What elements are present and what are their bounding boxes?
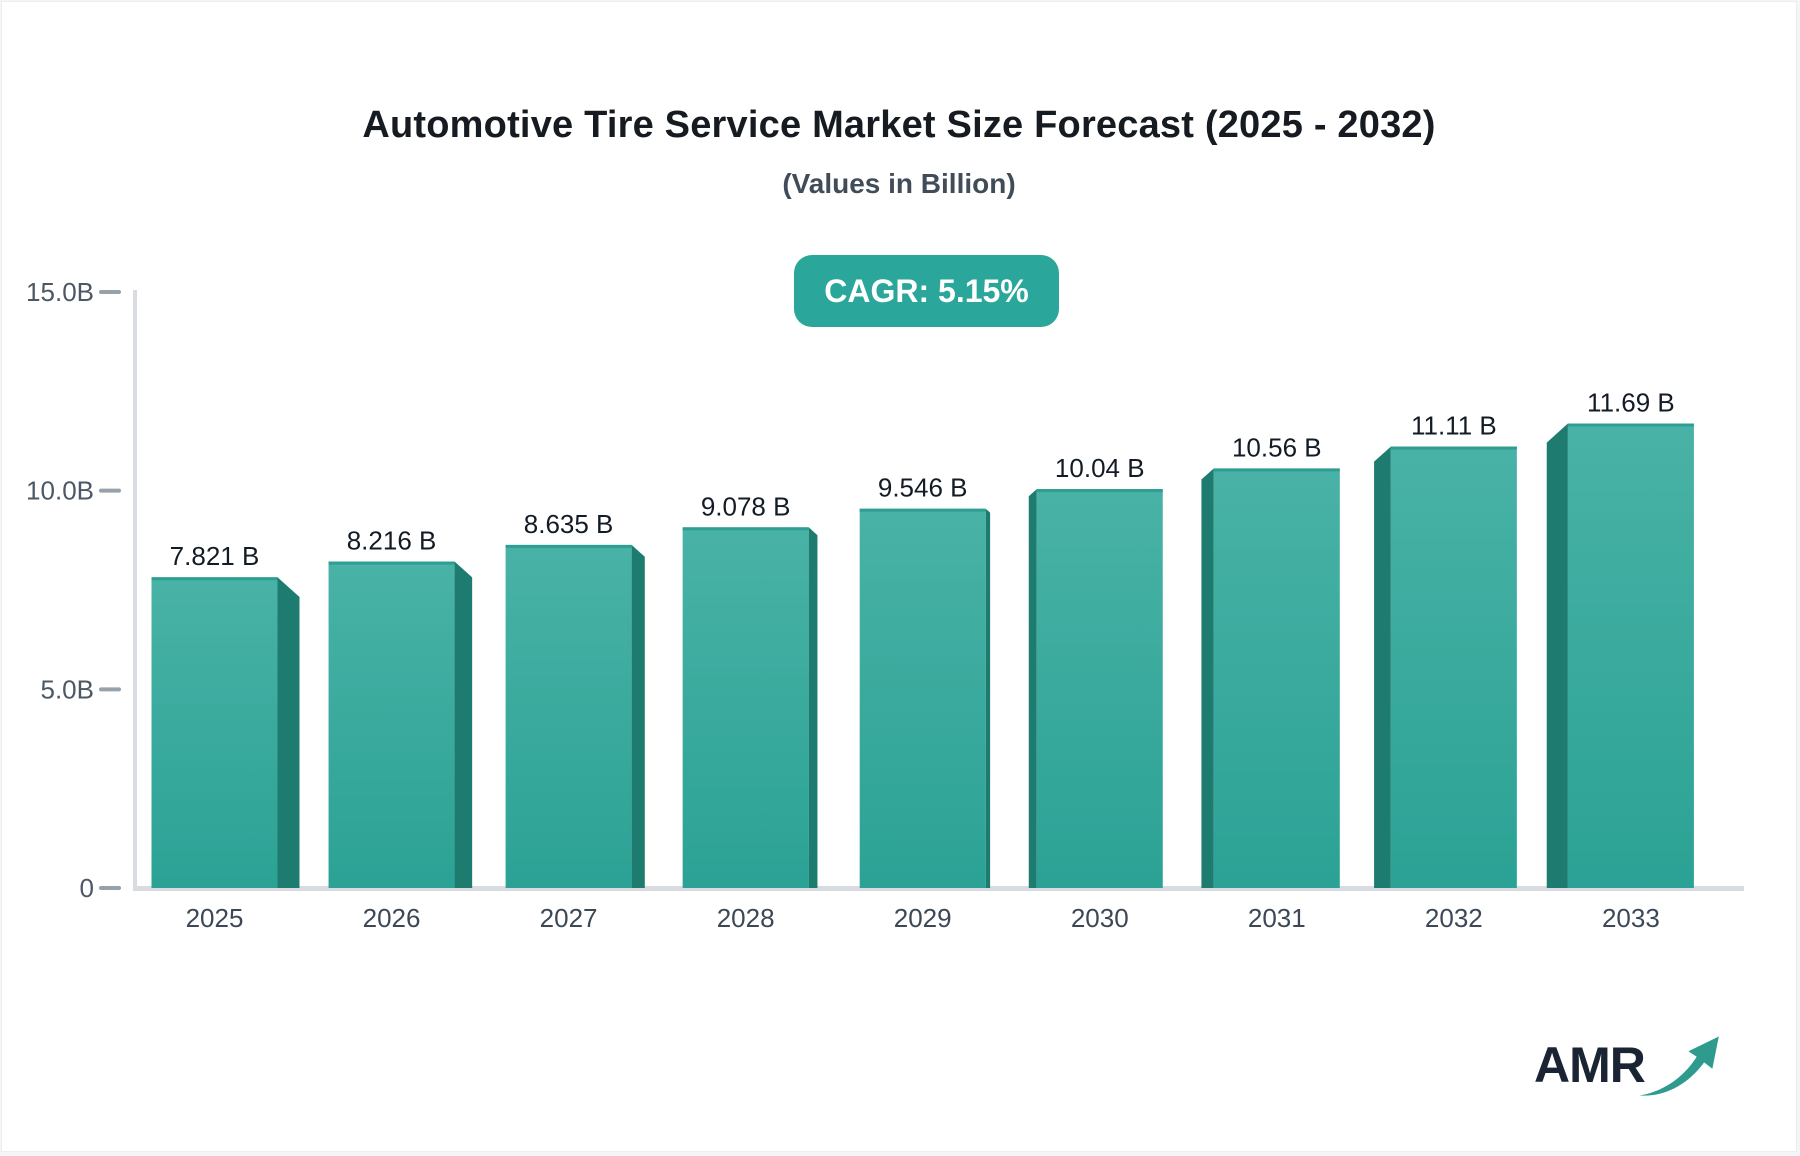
y-tick-dash [99, 886, 121, 890]
x-axis-label-2030: 2030 [1071, 903, 1129, 933]
x-axis-label-2025: 2025 [186, 903, 244, 933]
bar-value-label-2025: 7.821 B [170, 541, 260, 571]
bar-value-label-2027: 8.635 B [524, 509, 614, 539]
bar-side-face-2033 [1546, 423, 1568, 888]
bar-value-label-2026: 8.216 B [347, 526, 437, 556]
bar-top-edge-2030 [1036, 489, 1163, 493]
chart-subtitle: (Values in Billion) [782, 168, 1016, 199]
bar-side-face-2031 [1201, 468, 1214, 888]
bar-2031 [1213, 468, 1340, 888]
amr-logo-text: AMR [1534, 1037, 1646, 1093]
x-axis-label-2031: 2031 [1248, 903, 1306, 933]
chart-title: Automotive Tire Service Market Size Fore… [362, 104, 1436, 146]
bar-2029 [859, 508, 986, 888]
bar-top-edge-2026 [328, 561, 455, 565]
bar-top-edge-2031 [1213, 468, 1340, 472]
bar-top-edge-2027 [505, 544, 632, 548]
y-tick-label: 0 [80, 873, 94, 903]
bar-value-label-2031: 10.56 B [1232, 432, 1322, 462]
bar-2027 [505, 544, 632, 888]
y-tick-dash [99, 290, 121, 294]
bar-top-edge-2029 [859, 508, 986, 512]
bar-side-face-2029 [985, 508, 991, 888]
bar-2033 [1567, 423, 1694, 888]
bar-top-edge-2025 [151, 577, 278, 581]
bar-2030 [1036, 489, 1163, 888]
y-tick-label: 5.0B [41, 674, 95, 704]
x-axis-label-2027: 2027 [540, 903, 598, 933]
bar-top-edge-2033 [1567, 423, 1694, 427]
bar-2026 [328, 561, 455, 888]
y-tick-dash [99, 687, 121, 692]
cagr-badge: CAGR: 5.15% [794, 255, 1059, 327]
bar-side-face-2032 [1374, 446, 1391, 888]
x-axis-label-2029: 2029 [894, 903, 952, 933]
amr-logo: AMR [1534, 1036, 1734, 1116]
bar-top-edge-2028 [682, 527, 809, 531]
y-axis-line [133, 290, 137, 890]
y-tick-label: 10.0B [26, 476, 94, 506]
y-tick-dash [99, 488, 121, 493]
bar-value-label-2033: 11.69 B [1587, 388, 1675, 418]
bar-value-label-2032: 11.11 B [1411, 411, 1497, 441]
x-axis-label-2028: 2028 [717, 903, 775, 933]
bar-2025 [151, 577, 278, 888]
y-tick-label: 15.0B [26, 277, 94, 307]
bar-value-label-2028: 9.078 B [701, 491, 791, 521]
x-axis-line [133, 886, 1744, 891]
bar-side-face-2028 [808, 527, 818, 888]
bar-top-edge-2032 [1390, 446, 1517, 450]
x-axis-label-2026: 2026 [363, 903, 421, 933]
bar-2032 [1390, 446, 1517, 888]
x-axis-label-2033: 2033 [1602, 903, 1660, 933]
logo-arrow-path [1639, 1036, 1719, 1096]
x-axis-label-2032: 2032 [1425, 903, 1483, 933]
bar-2028 [682, 527, 809, 888]
bar-side-face-2025 [277, 577, 300, 888]
bar-side-face-2030 [1028, 489, 1037, 888]
bar-side-face-2027 [631, 544, 645, 888]
bar-side-face-2026 [454, 561, 473, 888]
bar-value-label-2029: 9.546 B [878, 473, 968, 503]
bar-value-label-2030: 10.04 B [1055, 453, 1145, 483]
growth-arrow-icon [1639, 1036, 1719, 1096]
